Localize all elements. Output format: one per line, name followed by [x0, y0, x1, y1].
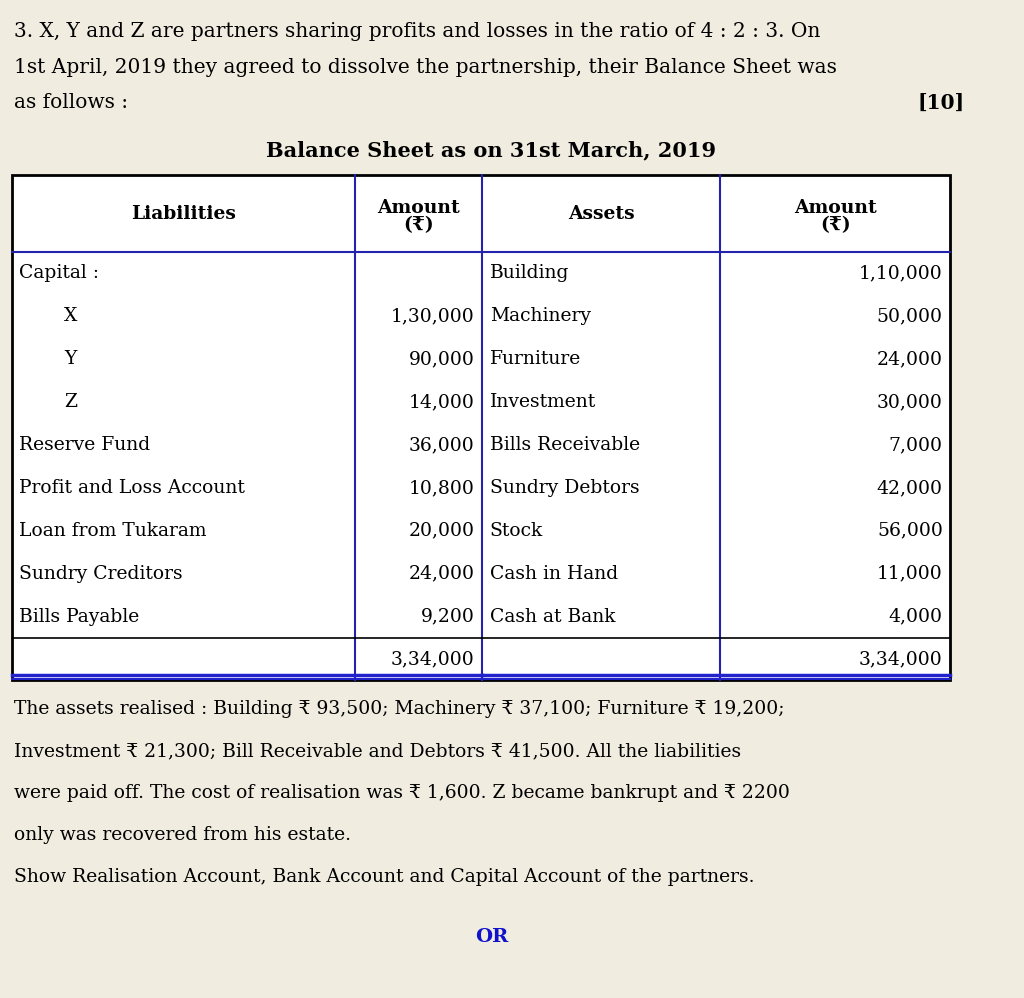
- Text: 30,000: 30,000: [877, 393, 943, 411]
- Text: 1,10,000: 1,10,000: [859, 264, 943, 282]
- Text: (₹): (₹): [403, 217, 434, 235]
- Text: Amount: Amount: [377, 199, 460, 217]
- Text: 90,000: 90,000: [409, 350, 474, 368]
- Text: Balance Sheet as on 31st March, 2019: Balance Sheet as on 31st March, 2019: [266, 140, 717, 160]
- Text: 10,800: 10,800: [409, 479, 474, 497]
- Text: The assets realised : Building ₹ 93,500; Machinery ₹ 37,100; Furniture ₹ 19,200;: The assets realised : Building ₹ 93,500;…: [14, 700, 785, 718]
- Text: Furniture: Furniture: [489, 350, 581, 368]
- Text: Sundry Creditors: Sundry Creditors: [19, 565, 183, 583]
- Text: Cash at Bank: Cash at Bank: [489, 608, 615, 626]
- Text: 4,000: 4,000: [889, 608, 943, 626]
- Text: Cash in Hand: Cash in Hand: [489, 565, 617, 583]
- Text: 1st April, 2019 they agreed to dissolve the partnership, their Balance Sheet was: 1st April, 2019 they agreed to dissolve …: [14, 58, 838, 77]
- Text: Reserve Fund: Reserve Fund: [19, 436, 151, 454]
- Text: were paid off. The cost of realisation was ₹ 1,600. Z became bankrupt and ₹ 2200: were paid off. The cost of realisation w…: [14, 784, 791, 802]
- Text: Amount: Amount: [794, 199, 877, 217]
- Text: [10]: [10]: [918, 93, 965, 113]
- Text: Bills Payable: Bills Payable: [19, 608, 139, 626]
- Text: 20,000: 20,000: [409, 522, 474, 540]
- Text: as follows :: as follows :: [14, 93, 129, 112]
- Text: 3,34,000: 3,34,000: [859, 650, 943, 668]
- Text: OR: OR: [475, 928, 508, 946]
- Text: 9,200: 9,200: [421, 608, 474, 626]
- Text: Bills Receivable: Bills Receivable: [489, 436, 640, 454]
- Text: Liabilities: Liabilities: [131, 205, 236, 223]
- Text: 42,000: 42,000: [877, 479, 943, 497]
- Bar: [11, 175, 950, 680]
- Text: 3,34,000: 3,34,000: [390, 650, 474, 668]
- Text: 50,000: 50,000: [877, 307, 943, 325]
- Text: 24,000: 24,000: [409, 565, 474, 583]
- Text: (₹): (₹): [820, 217, 851, 235]
- Text: Machinery: Machinery: [489, 307, 591, 325]
- Text: Assets: Assets: [567, 205, 634, 223]
- Text: 3. X, Y and Z are partners sharing profits and losses in the ratio of 4 : 2 : 3.: 3. X, Y and Z are partners sharing profi…: [14, 22, 821, 41]
- Text: Building: Building: [489, 264, 569, 282]
- Text: Stock: Stock: [489, 522, 543, 540]
- Text: Z: Z: [65, 393, 78, 411]
- Text: 36,000: 36,000: [409, 436, 474, 454]
- Text: 1,30,000: 1,30,000: [390, 307, 474, 325]
- Text: 7,000: 7,000: [889, 436, 943, 454]
- Text: Investment: Investment: [489, 393, 596, 411]
- Text: Loan from Tukaram: Loan from Tukaram: [19, 522, 207, 540]
- Text: 11,000: 11,000: [877, 565, 943, 583]
- Text: Investment ₹ 21,300; Bill Receivable and Debtors ₹ 41,500. All the liabilities: Investment ₹ 21,300; Bill Receivable and…: [14, 742, 741, 760]
- Text: Profit and Loss Account: Profit and Loss Account: [19, 479, 245, 497]
- Text: Y: Y: [65, 350, 77, 368]
- Text: 24,000: 24,000: [877, 350, 943, 368]
- Text: X: X: [65, 307, 78, 325]
- Text: Show Realisation Account, Bank Account and Capital Account of the partners.: Show Realisation Account, Bank Account a…: [14, 868, 755, 886]
- Text: Sundry Debtors: Sundry Debtors: [489, 479, 639, 497]
- Text: Capital :: Capital :: [19, 264, 99, 282]
- Text: only was recovered from his estate.: only was recovered from his estate.: [14, 826, 351, 844]
- Text: 56,000: 56,000: [877, 522, 943, 540]
- Text: 14,000: 14,000: [409, 393, 474, 411]
